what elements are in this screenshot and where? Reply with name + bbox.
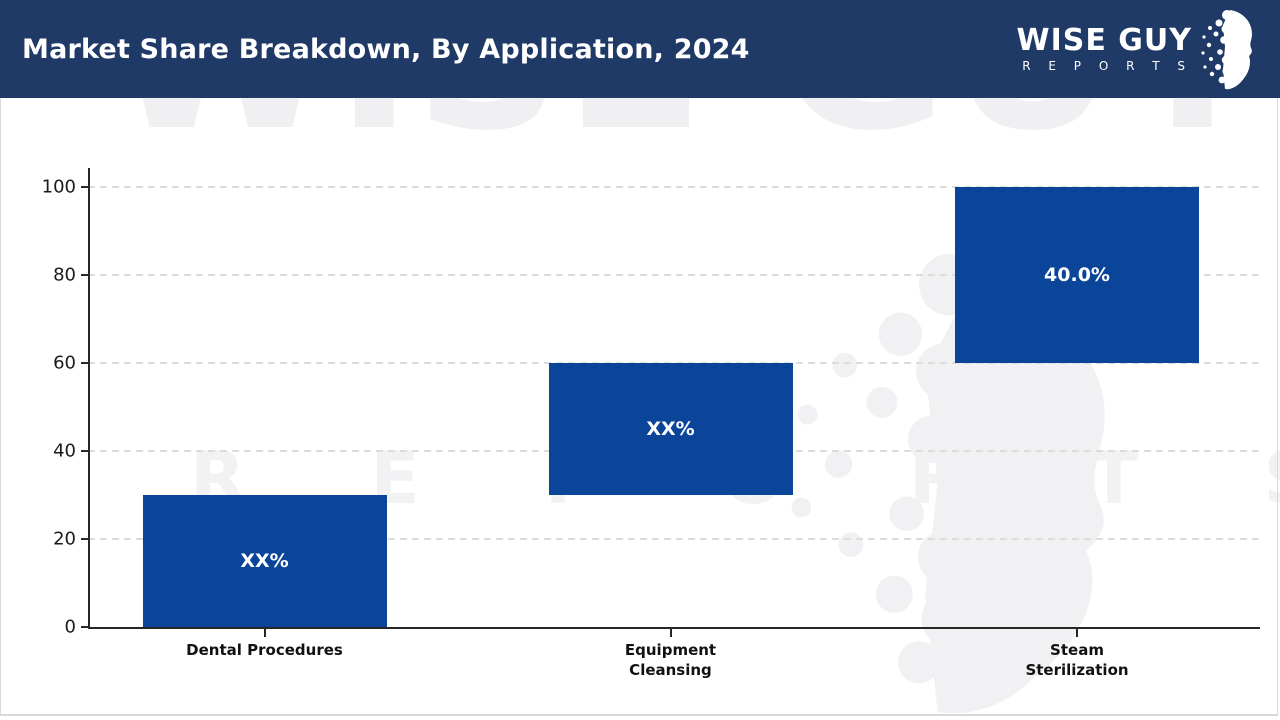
bar-segment [955, 187, 1199, 363]
brand-subtitle: R E P O R T S [1022, 59, 1192, 73]
y-axis-tick [81, 538, 88, 540]
x-axis-tick [669, 629, 672, 637]
x-axis-category-label: Equipment Cleansing [624, 641, 717, 679]
y-axis-tick [81, 626, 88, 628]
bar-segment [142, 495, 387, 627]
x-axis-category-label: Steam Sterilization [1025, 641, 1129, 679]
y-axis-tick-label: 20 [53, 528, 76, 550]
gridline-y100 [88, 186, 1260, 188]
bar-value-label: XX% [646, 418, 695, 440]
watermark-face-icon [791, 253, 1105, 714]
y-axis-line [88, 168, 90, 629]
brand-logo: WISE GUY R E P O R T S [1016, 7, 1258, 91]
x-axis-line [88, 627, 1260, 629]
y-axis-tick [81, 186, 88, 188]
page-title: Market Share Breakdown, By Application, … [22, 33, 750, 65]
header-bar: Market Share Breakdown, By Application, … [0, 0, 1280, 98]
y-axis-tick [81, 450, 88, 452]
bar-value-label: 40.0% [1044, 264, 1110, 286]
bar-segment [548, 363, 793, 495]
y-axis-tick-label: 0 [64, 616, 76, 638]
brand-logo-text: WISE GUY R E P O R T S [1016, 23, 1192, 73]
x-axis-category-label: Dental Procedures [186, 641, 343, 659]
gridline-y20 [88, 538, 1260, 540]
brand-face-icon [1201, 10, 1252, 90]
gridline-y80 [88, 274, 1260, 276]
y-axis-tick-label: 100 [41, 176, 76, 198]
x-axis-tick [1076, 629, 1078, 637]
x-axis-tick [263, 629, 266, 637]
y-axis-tick-label: 60 [53, 352, 76, 374]
y-axis-tick-label: 80 [53, 264, 76, 286]
y-axis-tick-label: 40 [53, 440, 76, 462]
y-axis-tick [81, 362, 88, 364]
brand-name: WISE GUY [1016, 23, 1192, 58]
bar-value-label: XX% [240, 550, 289, 572]
y-axis-tick [81, 274, 88, 276]
